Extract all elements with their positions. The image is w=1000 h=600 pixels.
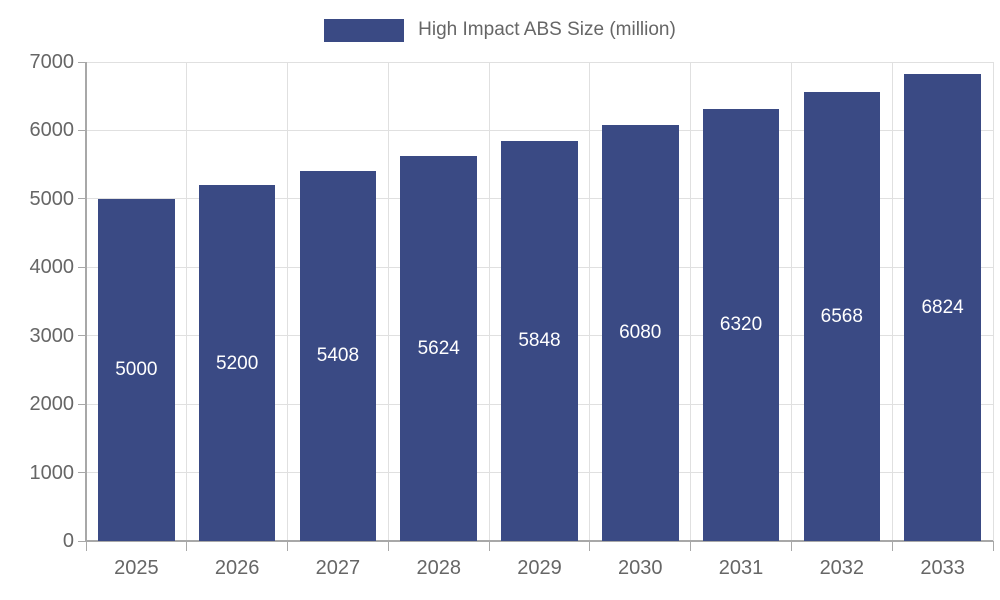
x-axis-label: 2032 — [819, 557, 865, 579]
x-axis-tick — [992, 541, 994, 551]
x-axis-tick — [85, 541, 87, 551]
gridline-vertical — [790, 62, 792, 541]
bar-value-label: 6824 — [921, 297, 964, 318]
gridline-vertical — [690, 62, 692, 541]
gridline-vertical — [589, 62, 591, 541]
x-axis-label: 2025 — [114, 557, 159, 579]
x-axis-tick — [387, 541, 389, 551]
x-axis-tick — [186, 541, 188, 551]
x-axis-label: 2027 — [315, 557, 361, 579]
x-axis-label: 2026 — [214, 557, 260, 579]
y-axis-tick — [78, 472, 86, 474]
bar-2032[interactable]: 6568 — [803, 91, 881, 541]
bar-2031[interactable]: 6320 — [702, 108, 780, 541]
bar-value-label: 6320 — [719, 314, 763, 336]
gridline-vertical — [891, 62, 893, 541]
bar-value-label: 6568 — [820, 305, 863, 327]
legend[interactable]: High Impact ABS Size (million) — [0, 16, 1000, 44]
y-axis-label: 7000 — [29, 51, 75, 73]
x-axis-label: 2033 — [920, 557, 965, 579]
gridline-vertical — [287, 62, 289, 541]
bar-value-label: 5408 — [316, 345, 360, 367]
y-axis-tick — [78, 198, 86, 200]
x-axis-tick — [589, 541, 591, 551]
bar-value-label: 5848 — [518, 330, 561, 352]
bar-value-label: 5000 — [115, 359, 158, 381]
bar-2033[interactable]: 6824 — [904, 74, 981, 541]
y-axis-tick — [78, 266, 86, 268]
gridline-vertical — [488, 62, 490, 541]
bar-2027[interactable]: 5408 — [299, 170, 377, 541]
y-axis-label: 0 — [62, 530, 74, 552]
x-axis-tick — [891, 541, 893, 551]
gridline-vertical — [992, 62, 994, 541]
y-axis-label: 3000 — [29, 324, 75, 347]
plot-area: 0 1000 2000 3000 4000 5000 6000 7000 5000 5200 540… — [30, 52, 994, 579]
y-axis-tick — [78, 335, 86, 337]
gridline-horizontal — [86, 129, 993, 131]
x-axis-label: 2029 — [517, 557, 562, 579]
x-axis-label: 2030 — [618, 557, 663, 579]
gridline-vertical — [186, 62, 188, 541]
x-axis-line — [86, 540, 993, 542]
y-axis-label: 6000 — [29, 119, 75, 142]
y-axis-label: 4000 — [29, 256, 75, 279]
y-axis-line — [85, 62, 87, 541]
x-axis-tick — [690, 541, 692, 551]
x-axis-tick — [287, 541, 289, 551]
bar-value-label: 5200 — [216, 352, 259, 374]
legend-swatch — [324, 18, 405, 42]
gridline-horizontal — [86, 61, 993, 63]
x-axis-label: 2028 — [416, 557, 461, 579]
bar-2028[interactable]: 5624 — [400, 156, 477, 541]
y-axis-tick — [78, 403, 86, 405]
y-axis-tick — [78, 129, 86, 131]
x-axis-tick — [488, 541, 490, 551]
bar-2030[interactable]: 6080 — [601, 124, 679, 541]
bar-2025[interactable]: 5000 — [98, 198, 175, 541]
gridline-vertical — [387, 62, 389, 541]
legend-label: High Impact ABS Size (million) — [418, 19, 676, 40]
bar-value-label: 6080 — [619, 322, 662, 344]
y-axis-label: 2000 — [29, 393, 75, 416]
bar-2026[interactable]: 5200 — [198, 185, 276, 541]
y-axis-label: 1000 — [29, 461, 75, 484]
y-axis-tick — [78, 61, 86, 63]
bar-2029[interactable]: 5848 — [501, 140, 578, 541]
x-axis-tick — [790, 541, 792, 551]
bar-value-label: 5624 — [417, 338, 460, 360]
y-axis-tick — [78, 540, 86, 542]
y-axis-label: 5000 — [29, 187, 75, 210]
x-axis-label: 2031 — [718, 557, 764, 579]
